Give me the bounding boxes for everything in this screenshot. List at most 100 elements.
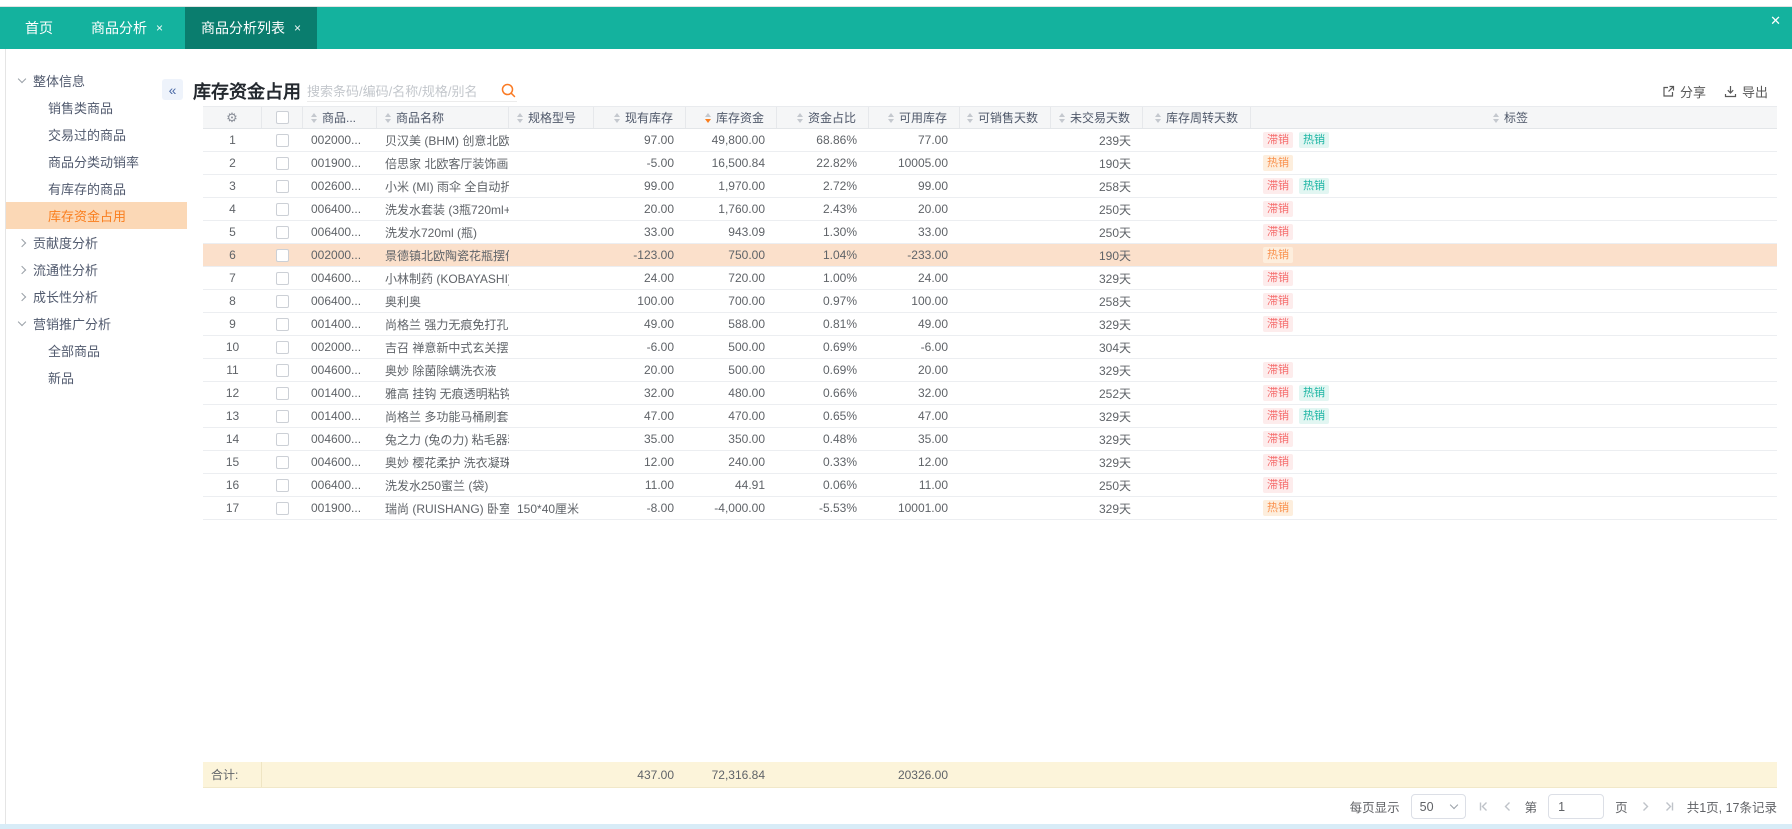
cell-code: 001400... — [311, 386, 362, 400]
sidebar-item-新品[interactable]: 新品 — [6, 364, 187, 391]
row-checkbox[interactable] — [276, 386, 289, 400]
sidebar-item-贡献度分析[interactable]: 贡献度分析 — [6, 229, 187, 256]
cell-tags: 滞销 — [1251, 198, 1770, 220]
cell-name: 贝汉美 (BHM) 创意北欧客 — [385, 133, 509, 148]
cell-fund: 700.00 — [728, 294, 765, 308]
sort-icon — [1058, 112, 1065, 123]
row-checkbox[interactable] — [276, 409, 289, 423]
sort-asc-icon — [385, 112, 391, 117]
sidebar-item-销售类商品[interactable]: 销售类商品 — [6, 94, 187, 121]
sidebar-item-全部商品[interactable]: 全部商品 — [6, 337, 187, 364]
export-button[interactable]: 导出 — [1724, 82, 1768, 101]
col-header-tags[interactable]: 标签 — [1251, 107, 1770, 128]
col-header-fund[interactable]: 库存资金 — [686, 107, 777, 128]
sidebar-item-整体信息[interactable]: 整体信息 — [6, 67, 187, 94]
cell-name: 奥妙 樱花柔护 洗衣凝珠 10 — [385, 455, 509, 470]
page-number-input[interactable]: 1 — [1548, 794, 1605, 819]
cell-avail: 20.00 — [917, 363, 948, 377]
table-row: 15 004600... 奥妙 樱花柔护 洗衣凝珠 10 12.00 240.00 0.3… — [203, 451, 1777, 474]
search-icon[interactable] — [500, 82, 517, 99]
row-checkbox[interactable] — [276, 248, 289, 262]
sidebar-item-有库存的商品[interactable]: 有库存的商品 — [6, 175, 187, 202]
window-close-icon[interactable]: ✕ — [1770, 13, 1781, 28]
tab-close-icon[interactable]: × — [156, 21, 164, 35]
sort-desc-icon — [1492, 118, 1499, 123]
tag-chip-滞销: 滞销 — [1263, 431, 1293, 447]
first-page-icon[interactable] — [1477, 800, 1490, 813]
per-page-select[interactable]: 50 — [1410, 794, 1466, 819]
share-icon — [1662, 85, 1675, 98]
sort-icon — [887, 112, 894, 123]
cell-sell_days — [960, 152, 1051, 174]
cell-tags: 滞销 — [1251, 267, 1770, 289]
sidebar-item-营销推广分析[interactable]: 营销推广分析 — [6, 310, 187, 337]
cell-avail: 10001.00 — [897, 501, 948, 515]
row-checkbox[interactable] — [276, 225, 289, 239]
sidebar-item-label: 商品分类动销率 — [48, 155, 140, 170]
sidebar-item-商品分类动销率[interactable]: 商品分类动销率 — [6, 148, 187, 175]
inventory-table: ⚙ 商品... 商品名称 规格型号 现有库存 库存资金 资金占比 可用库存 可销售天数 未交易天数… — [203, 106, 1777, 520]
search-input[interactable]: 搜索条码/编码/名称/规格/别名 — [307, 80, 517, 102]
per-page-label: 每页显示 — [1349, 801, 1400, 815]
sort-desc-icon — [385, 118, 391, 123]
sidebar-item-交易过的商品[interactable]: 交易过的商品 — [6, 121, 187, 148]
sort-desc-icon — [704, 118, 711, 123]
col-header-ratio[interactable]: 资金占比 — [777, 107, 869, 128]
cell-sell_days — [960, 336, 1051, 358]
cell-tags: 滞销 — [1251, 451, 1770, 473]
row-checkbox[interactable] — [276, 501, 289, 515]
cell-ratio: 0.69% — [822, 363, 857, 377]
sort-desc-icon — [887, 118, 894, 123]
col-header-avail[interactable]: 可用库存 — [869, 107, 960, 128]
row-checkbox[interactable] — [276, 455, 289, 469]
row-checkbox[interactable] — [276, 294, 289, 308]
row-checkbox[interactable] — [276, 478, 289, 492]
total-cell-check — [262, 762, 303, 787]
sort-desc-icon — [796, 118, 803, 123]
row-checkbox[interactable] — [276, 363, 289, 377]
cell-num: 7 — [229, 271, 236, 285]
cell-tags: 滞销 — [1251, 290, 1770, 312]
cell-avail: 77.00 — [917, 133, 948, 147]
cell-name: 洗发水套装 (3瓶720ml+1 — [385, 202, 509, 217]
tag-chip-热销: 热销 — [1299, 178, 1329, 194]
row-checkbox[interactable] — [276, 340, 289, 354]
row-checkbox[interactable] — [276, 432, 289, 446]
sidebar-item-成长性分析[interactable]: 成长性分析 — [6, 283, 187, 310]
last-page-icon[interactable] — [1663, 800, 1676, 813]
select-all-checkbox[interactable] — [275, 111, 289, 124]
col-header-code[interactable]: 商品... — [303, 107, 377, 128]
cell-check — [262, 267, 303, 289]
share-button[interactable]: 分享 — [1662, 82, 1706, 101]
sidebar-collapse-button[interactable]: « — [162, 79, 183, 100]
tab-close-icon[interactable]: × — [294, 21, 302, 35]
row-checkbox[interactable] — [276, 179, 289, 193]
cell-sell_days — [960, 451, 1051, 473]
row-checkbox[interactable] — [276, 317, 289, 331]
page-suffix-label: 页 — [1615, 801, 1628, 815]
cell-num: 6 — [229, 248, 236, 262]
col-header-spec[interactable]: 规格型号 — [509, 107, 594, 128]
sidebar-item-库存资金占用[interactable]: 库存资金占用 — [6, 202, 187, 229]
tag-chip-热销: 热销 — [1263, 155, 1293, 171]
row-checkbox[interactable] — [276, 202, 289, 216]
gear-icon[interactable]: ⚙ — [226, 109, 238, 125]
row-checkbox[interactable] — [276, 133, 289, 147]
total-cell-stock: 437.00 — [637, 767, 674, 782]
col-header-stock[interactable]: 现有库存 — [594, 107, 686, 128]
row-checkbox[interactable] — [276, 156, 289, 170]
col-header-untraded[interactable]: 未交易天数 — [1051, 107, 1143, 128]
tab-商品分析列表[interactable]: 商品分析列表 × — [185, 7, 318, 49]
col-header-sell_days[interactable]: 可销售天数 — [960, 107, 1051, 128]
tab-首页[interactable]: 首页 — [9, 7, 69, 49]
total-cell-tags — [1251, 762, 1770, 787]
cell-spec — [509, 359, 594, 381]
next-page-icon[interactable] — [1639, 800, 1652, 813]
col-header-turnover[interactable]: 库存周转天数 — [1143, 107, 1251, 128]
prev-page-icon[interactable] — [1501, 800, 1514, 813]
col-header-name[interactable]: 商品名称 — [377, 107, 509, 128]
sidebar-item-流通性分析[interactable]: 流通性分析 — [6, 256, 187, 283]
row-checkbox[interactable] — [276, 271, 289, 285]
tab-商品分析[interactable]: 商品分析 × — [75, 7, 179, 49]
cell-sell_days — [960, 497, 1051, 519]
